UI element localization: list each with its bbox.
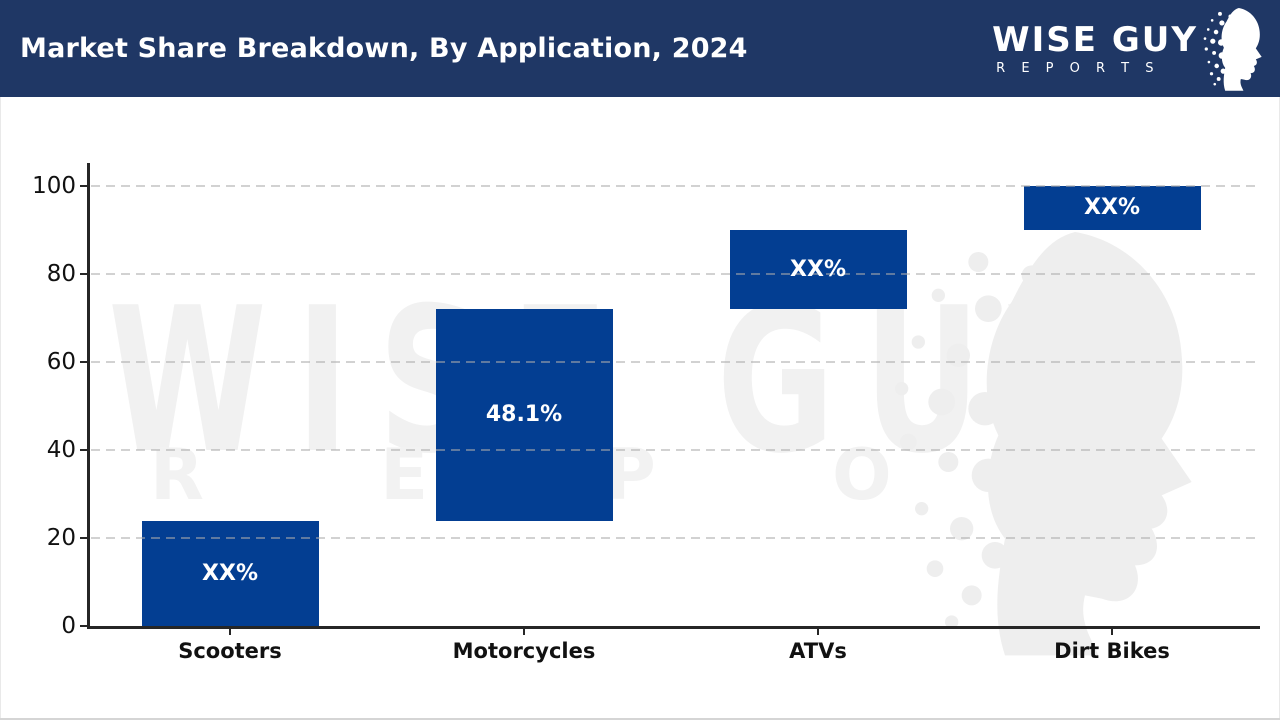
gridline xyxy=(91,184,1258,187)
gridline xyxy=(91,272,1258,275)
page-title: Market Share Breakdown, By Application, … xyxy=(20,33,748,64)
x-tick-mark xyxy=(1111,628,1113,635)
bar xyxy=(1023,185,1201,231)
x-category-label: Dirt Bikes xyxy=(1054,639,1170,663)
x-category-label: ATVs xyxy=(789,639,847,663)
gridline xyxy=(91,448,1258,451)
bottom-border xyxy=(0,718,1280,720)
x-axis-line xyxy=(87,626,1260,629)
y-tick-label: 20 xyxy=(46,524,76,551)
y-tick-mark xyxy=(80,625,89,627)
y-tick-label: 40 xyxy=(46,436,76,463)
y-tick-label: 100 xyxy=(32,172,76,199)
gridline xyxy=(91,536,1258,539)
bar-value-label: XX% xyxy=(1084,194,1140,220)
x-tick-mark xyxy=(229,628,231,635)
wise-guy-head-icon xyxy=(1203,7,1262,91)
bar-value-label: XX% xyxy=(202,560,258,586)
x-category-label: Motorcycles xyxy=(452,639,596,663)
bar xyxy=(729,230,907,310)
x-tick-mark xyxy=(523,628,525,635)
header-bar: Market Share Breakdown, By Application, … xyxy=(0,0,1280,97)
brand-text: WISE GUY R E P O R T S xyxy=(992,23,1198,75)
bar-value-label: XX% xyxy=(790,256,846,282)
y-tick-mark xyxy=(80,536,89,539)
left-border xyxy=(0,97,1,720)
x-tick-mark xyxy=(817,628,819,635)
y-tick-label: 60 xyxy=(46,348,76,375)
y-tick-mark xyxy=(80,360,89,363)
y-axis-line xyxy=(87,163,90,629)
y-tick-label: 80 xyxy=(46,260,76,287)
brand-name: WISE GUY xyxy=(992,19,1198,60)
y-tick-mark xyxy=(80,448,89,451)
y-tick-label: 0 xyxy=(61,613,76,639)
y-tick-mark xyxy=(80,184,89,187)
brand-subtitle: R E P O R T S xyxy=(996,60,1160,76)
x-category-label: Scooters xyxy=(178,639,282,663)
bar xyxy=(435,309,613,522)
brand-logo: WISE GUY R E P O R T S xyxy=(992,6,1266,92)
y-tick-mark xyxy=(80,272,89,275)
gridline xyxy=(91,360,1258,363)
bar-value-label: 48.1% xyxy=(485,402,563,428)
